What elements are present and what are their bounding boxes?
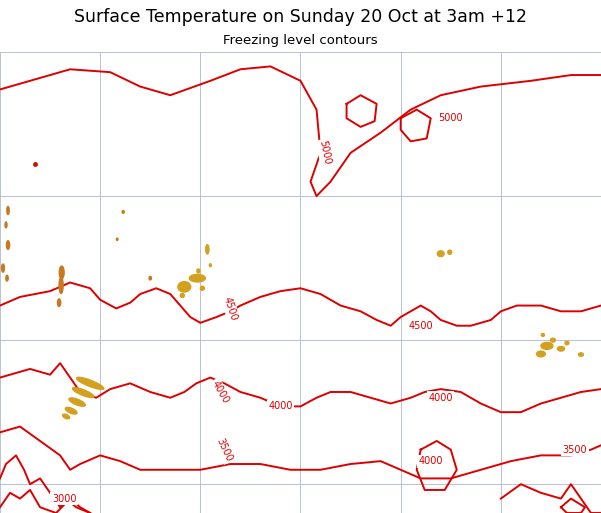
Text: 4000: 4000: [429, 393, 453, 403]
Ellipse shape: [209, 264, 212, 267]
Ellipse shape: [69, 398, 85, 406]
Ellipse shape: [565, 341, 569, 345]
Ellipse shape: [206, 245, 209, 254]
Text: Freezing level contours: Freezing level contours: [223, 34, 378, 47]
Text: 3500: 3500: [215, 437, 234, 463]
Text: 4000: 4000: [418, 456, 443, 466]
Text: 3500: 3500: [563, 445, 587, 455]
Ellipse shape: [438, 251, 444, 256]
Ellipse shape: [551, 338, 555, 342]
Ellipse shape: [63, 414, 70, 419]
Ellipse shape: [76, 377, 104, 389]
Text: 5000: 5000: [439, 113, 463, 123]
Ellipse shape: [7, 206, 9, 214]
Ellipse shape: [189, 274, 206, 282]
Ellipse shape: [73, 388, 94, 398]
Ellipse shape: [5, 222, 7, 228]
Text: 3000: 3000: [52, 494, 76, 504]
Ellipse shape: [200, 286, 204, 290]
Ellipse shape: [197, 269, 200, 273]
Ellipse shape: [557, 346, 564, 351]
Ellipse shape: [59, 278, 63, 293]
Text: 4500: 4500: [222, 295, 239, 322]
Ellipse shape: [7, 241, 10, 249]
Ellipse shape: [448, 250, 452, 254]
Ellipse shape: [59, 266, 64, 279]
Ellipse shape: [180, 293, 185, 298]
Ellipse shape: [2, 264, 4, 272]
Ellipse shape: [66, 407, 77, 414]
Text: 4500: 4500: [409, 321, 433, 331]
Ellipse shape: [541, 343, 553, 349]
Ellipse shape: [579, 353, 584, 356]
Text: 4000: 4000: [210, 379, 231, 405]
Text: Surface Temperature on Sunday 20 Oct at 3am +12: Surface Temperature on Sunday 20 Oct at …: [74, 8, 527, 26]
Ellipse shape: [178, 282, 191, 292]
Text: 5000: 5000: [317, 140, 332, 166]
Ellipse shape: [58, 299, 61, 306]
Ellipse shape: [117, 238, 118, 241]
Ellipse shape: [537, 351, 545, 357]
Ellipse shape: [542, 333, 545, 337]
Ellipse shape: [6, 275, 8, 281]
Ellipse shape: [122, 210, 124, 213]
Ellipse shape: [149, 277, 151, 280]
Text: 4000: 4000: [268, 401, 293, 411]
